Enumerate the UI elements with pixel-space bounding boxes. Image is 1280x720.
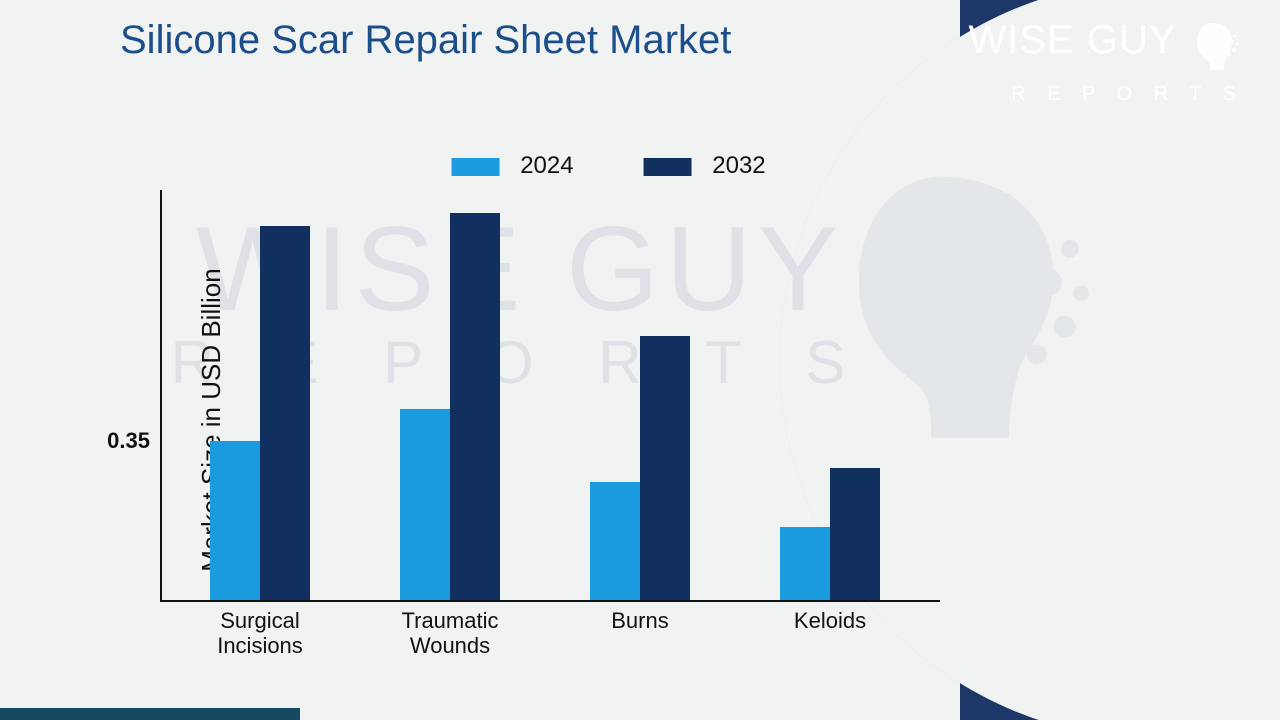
bar-2032 — [640, 336, 690, 600]
brand-line2: R E P O R T S — [969, 84, 1244, 104]
chart-title: Silicone Scar Repair Sheet Market — [120, 18, 731, 63]
bar-2024 — [400, 409, 450, 600]
brand-line1: WISE GUY — [969, 18, 1177, 62]
plot-area: 0.35SurgicalIncisionsTraumaticWoundsBurn… — [160, 190, 940, 602]
x-category-label: TraumaticWounds — [360, 608, 540, 659]
x-category-label: Burns — [550, 608, 730, 633]
x-category-label: SurgicalIncisions — [170, 608, 350, 659]
bar-2032 — [260, 226, 310, 600]
bar-2032 — [830, 468, 880, 600]
x-category-label: Keloids — [740, 608, 920, 633]
chart-area: Market Size in USD Billion 0.35SurgicalI… — [70, 170, 940, 670]
bar-2024 — [590, 482, 640, 600]
bottom-strip — [0, 708, 300, 720]
brand-head-icon — [1190, 20, 1244, 78]
bar-2024 — [210, 441, 260, 600]
y-axis-line — [160, 190, 162, 600]
chart-canvas: WISE GUY R E P O R T S Silicone Scar Rep… — [0, 0, 1280, 720]
brand-logo: WISE GUY R E P O R T S — [969, 20, 1244, 104]
bar-2024 — [780, 527, 830, 600]
bar-2032 — [450, 213, 500, 600]
y-tick-label: 0.35 — [107, 428, 150, 454]
